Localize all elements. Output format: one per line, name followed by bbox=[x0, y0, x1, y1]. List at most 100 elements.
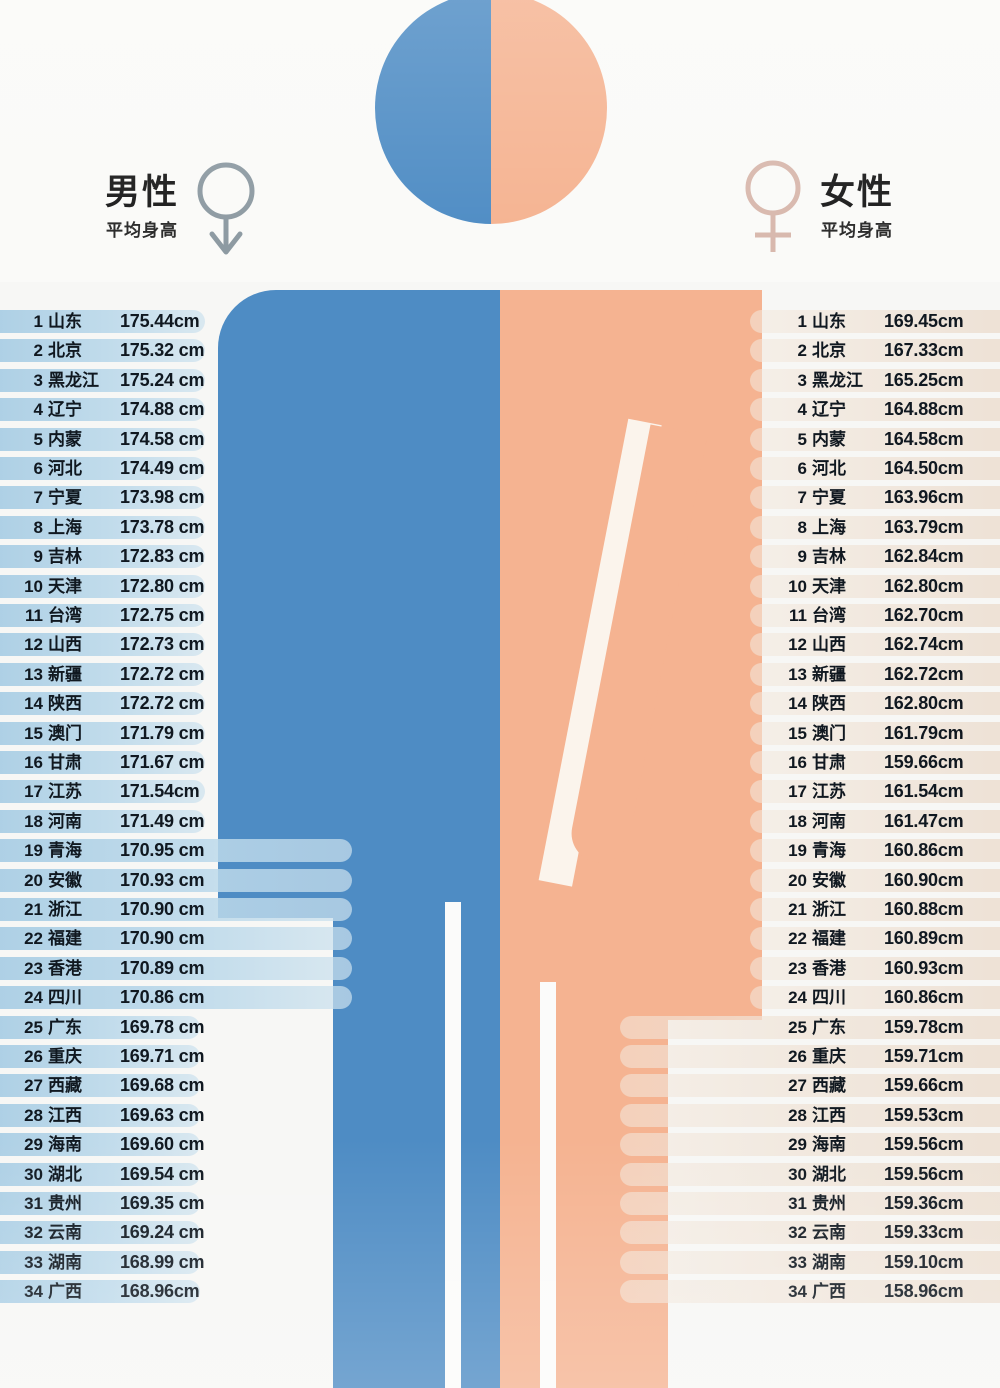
row-rank: 17 bbox=[788, 782, 807, 802]
male-row-bar bbox=[0, 868, 352, 892]
row-rank: 25 bbox=[788, 1017, 807, 1037]
row-text: 4 辽宁 174.88 cm bbox=[18, 398, 226, 421]
row-value: 165.25cm bbox=[884, 369, 964, 390]
row-value: 161.79cm bbox=[884, 722, 964, 743]
row-rank: 23 bbox=[788, 958, 807, 978]
row-rank: 16 bbox=[24, 753, 43, 772]
female-row-bar bbox=[750, 515, 1000, 539]
male-header: 男性 平均身高 bbox=[105, 158, 261, 258]
row-value: 160.93cm bbox=[884, 957, 964, 978]
male-silhouette bbox=[0, 282, 500, 1388]
row-province: 辽宁 bbox=[812, 400, 846, 420]
table-row: 29 海南 169.60 cm bbox=[0, 1133, 1000, 1163]
row-value: 161.54cm bbox=[884, 781, 964, 802]
row-rank: 32 bbox=[788, 1223, 807, 1243]
row-province: 江西 bbox=[812, 1105, 846, 1125]
female-row-bar bbox=[750, 868, 1000, 892]
row-province: 福建 bbox=[48, 929, 82, 949]
table-row: 6 河北 174.49 cm bbox=[0, 457, 1000, 487]
male-row-bar bbox=[0, 1192, 200, 1215]
female-row-bar bbox=[750, 310, 1000, 333]
row-rank: 28 bbox=[788, 1105, 807, 1125]
row-text: 2 北京 167.33cm bbox=[782, 339, 984, 362]
row-text: 13 新疆 172.72 cm bbox=[18, 663, 226, 686]
row-rank: 3 bbox=[797, 370, 807, 390]
table-row: 10 天津 162.80cm bbox=[0, 574, 1000, 605]
row-text: 16 甘肃 159.66cm bbox=[782, 751, 984, 774]
row-text: 28 江西 169.63 cm bbox=[18, 1104, 226, 1127]
female-row-bar bbox=[750, 457, 1000, 480]
female-row-bar bbox=[750, 604, 1000, 627]
female-row-bar bbox=[750, 751, 1000, 774]
row-province: 湖北 bbox=[48, 1164, 82, 1184]
row-text: 16 甘肃 171.67 cm bbox=[18, 751, 226, 774]
row-province: 山西 bbox=[812, 635, 846, 655]
male-row-bar bbox=[0, 809, 205, 833]
table-row: 19 青海 160.86cm bbox=[0, 839, 1000, 869]
table-row: 23 香港 170.89 cm bbox=[0, 956, 1000, 987]
female-row-bar bbox=[620, 1133, 1000, 1157]
row-text: 13 新疆 162.72cm bbox=[782, 663, 984, 686]
table-row: 8 上海 173.78 cm bbox=[0, 515, 1000, 546]
table-row: 15 澳门 171.79 cm bbox=[0, 721, 1000, 752]
row-province: 河北 bbox=[48, 459, 82, 478]
table-row: 1 山东 175.44cm bbox=[0, 310, 1000, 340]
male-row-bar bbox=[0, 751, 205, 774]
female-row-bar bbox=[620, 1250, 1000, 1274]
row-text: 26 重庆 169.71 cm bbox=[18, 1045, 226, 1068]
male-row-bar bbox=[0, 545, 205, 569]
male-row-bar bbox=[0, 780, 205, 804]
row-text: 1 山东 175.44cm bbox=[18, 310, 226, 333]
table-row: 12 山西 162.74cm bbox=[0, 633, 1000, 663]
row-value: 169.45cm bbox=[884, 311, 964, 331]
row-text: 7 宁夏 173.98 cm bbox=[18, 486, 226, 509]
row-text: 12 山西 162.74cm bbox=[782, 633, 984, 656]
row-province: 云南 bbox=[48, 1223, 82, 1243]
row-rank: 30 bbox=[788, 1164, 807, 1184]
row-text: 28 江西 159.53cm bbox=[782, 1104, 984, 1127]
row-value: 174.49 cm bbox=[120, 458, 205, 478]
row-value: 170.95 cm bbox=[120, 840, 205, 861]
row-province: 湖南 bbox=[48, 1252, 82, 1272]
row-text: 11 台湾 162.70cm bbox=[782, 604, 984, 627]
row-text: 12 山西 172.73 cm bbox=[18, 633, 226, 656]
row-text: 10 天津 162.80cm bbox=[782, 575, 984, 598]
row-rank: 18 bbox=[788, 811, 807, 831]
male-arm bbox=[290, 434, 344, 859]
row-value: 161.47cm bbox=[884, 810, 964, 831]
table-row: 25 广东 159.78cm bbox=[0, 1015, 1000, 1046]
table-row: 3 黑龙江 175.24 cm bbox=[0, 368, 1000, 399]
female-row-bar bbox=[750, 633, 1000, 657]
male-row-bar bbox=[0, 1015, 200, 1039]
row-province: 香港 bbox=[812, 958, 846, 978]
female-row-bar bbox=[620, 1280, 1000, 1304]
table-row: 22 福建 160.89cm bbox=[0, 927, 1000, 957]
table-row: 17 江苏 171.54cm bbox=[0, 780, 1000, 810]
row-rank: 1 bbox=[797, 312, 807, 331]
row-value: 171.79 cm bbox=[120, 722, 205, 743]
row-rank: 5 bbox=[797, 429, 807, 449]
male-row-bar bbox=[0, 486, 205, 510]
row-text: 6 河北 174.49 cm bbox=[18, 457, 226, 480]
table-row: 33 湖南 168.99 cm bbox=[0, 1250, 1000, 1281]
row-rank: 2 bbox=[797, 341, 807, 361]
row-province: 河南 bbox=[48, 811, 82, 831]
row-rank: 26 bbox=[788, 1047, 807, 1066]
male-row-bar bbox=[0, 839, 352, 863]
row-province: 上海 bbox=[48, 517, 82, 537]
row-text: 21 浙江 170.90 cm bbox=[18, 898, 226, 921]
female-leg-gap bbox=[540, 982, 556, 1388]
row-province: 台湾 bbox=[48, 606, 82, 625]
table-row: 15 澳门 161.79cm bbox=[0, 721, 1000, 752]
male-row-bar bbox=[0, 692, 205, 716]
row-value: 162.84cm bbox=[884, 546, 964, 567]
row-rank: 29 bbox=[788, 1135, 807, 1155]
table-row: 12 山西 172.73 cm bbox=[0, 633, 1000, 663]
male-row-bar bbox=[0, 457, 205, 480]
row-value: 169.63 cm bbox=[120, 1104, 205, 1125]
female-row-bar bbox=[750, 339, 1000, 363]
row-value: 175.32 cm bbox=[120, 340, 205, 361]
female-header: 女性 平均身高 bbox=[738, 158, 894, 258]
row-value: 159.78cm bbox=[884, 1016, 964, 1037]
row-value: 170.86 cm bbox=[120, 987, 205, 1008]
